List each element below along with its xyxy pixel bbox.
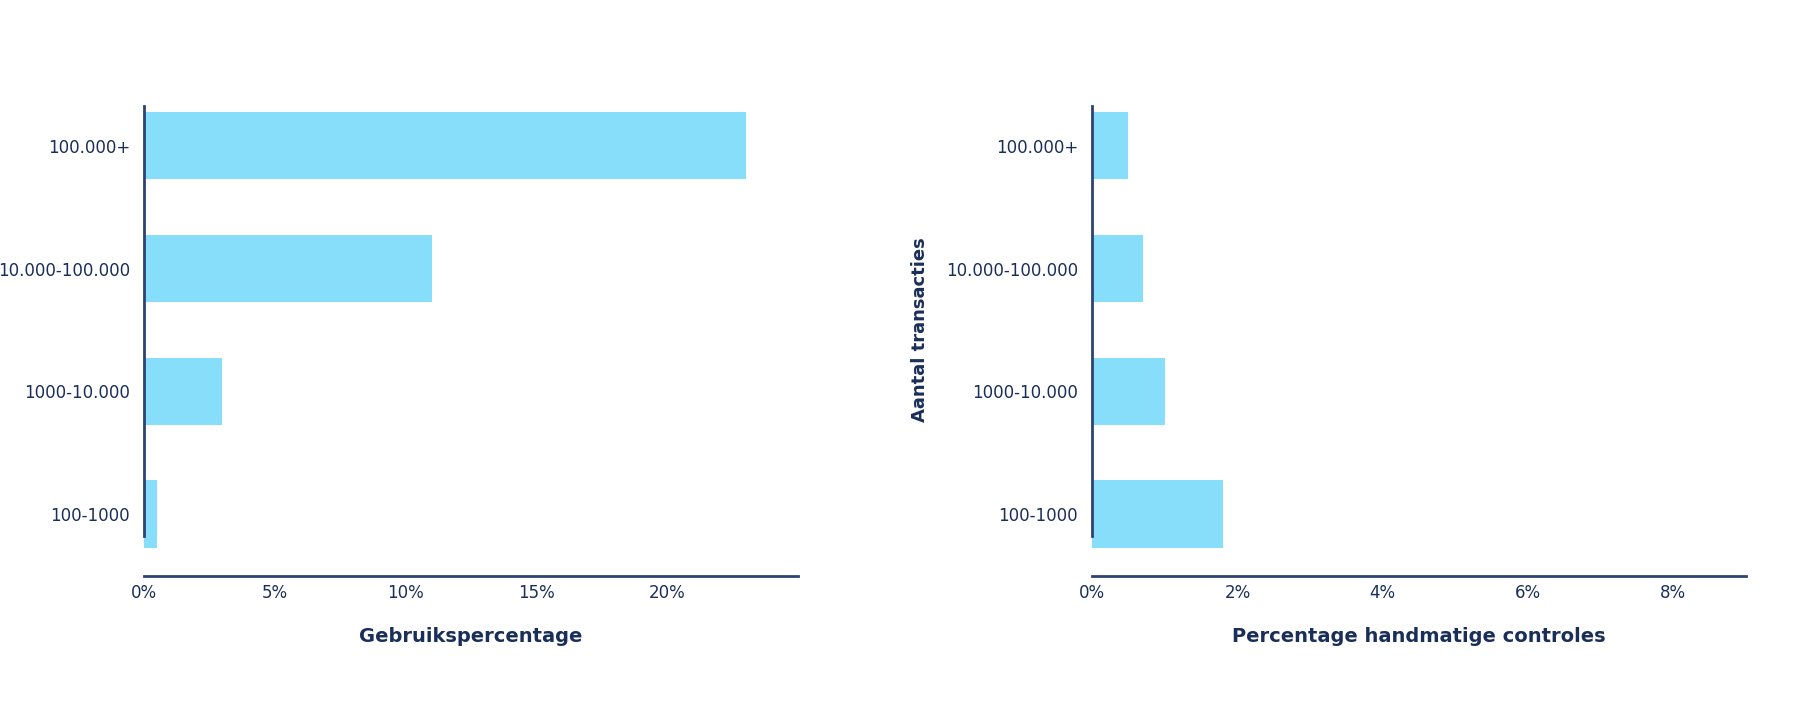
Bar — [144, 112, 745, 180]
X-axis label: Percentage handmatige controles: Percentage handmatige controles — [1233, 627, 1606, 646]
X-axis label: Gebruikspercentage: Gebruikspercentage — [360, 627, 583, 646]
Bar — [144, 357, 223, 425]
Bar — [1093, 112, 1129, 180]
Y-axis label: Aantal transacties: Aantal transacties — [911, 237, 929, 423]
Bar — [1093, 357, 1165, 425]
Bar — [144, 480, 157, 548]
Bar — [1093, 480, 1222, 548]
Bar — [144, 234, 432, 303]
Bar — [1093, 234, 1143, 303]
